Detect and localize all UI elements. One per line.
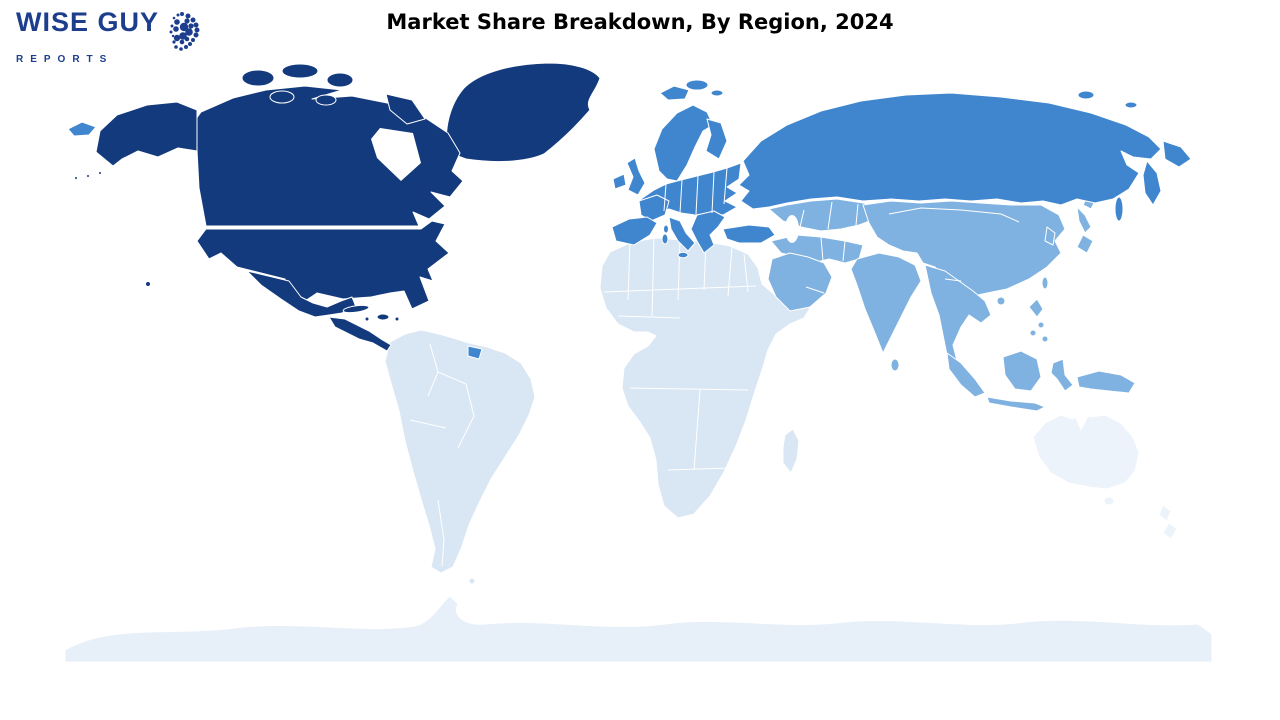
- sardinia: [661, 233, 669, 245]
- antarctica: [64, 595, 1213, 663]
- region-south-america: [384, 329, 536, 585]
- logo-wordmark: WISE GUY: [16, 7, 160, 37]
- madagascar: [782, 428, 800, 474]
- taiwan: [1041, 276, 1049, 290]
- hainan: [996, 296, 1006, 306]
- arctic-island: [281, 63, 319, 79]
- greenland: [445, 62, 601, 163]
- korea: [1044, 226, 1056, 246]
- kamchatka: [1142, 160, 1162, 206]
- south-america: [384, 329, 536, 574]
- canada: [190, 85, 464, 227]
- region-oceania: [1032, 412, 1178, 540]
- wise-guy-reports-logo: WISE GUY REPORTS: [16, 7, 204, 65]
- java: [986, 396, 1046, 412]
- baltic-sea: [688, 158, 708, 174]
- logo-subtext: REPORTS: [16, 54, 114, 65]
- great-britain: [626, 157, 646, 196]
- finland: [705, 118, 728, 160]
- new-siberian-islands: [1077, 90, 1095, 100]
- french-guiana: [467, 345, 483, 360]
- wrangel-island: [1124, 101, 1138, 109]
- cuba: [342, 304, 370, 314]
- baffin-island: [385, 93, 426, 125]
- arctic-island: [269, 90, 295, 104]
- sri-lanka: [890, 358, 900, 372]
- region-africa: [599, 237, 811, 519]
- puerto-rico: [394, 316, 400, 322]
- new-zealand-north: [1158, 504, 1172, 522]
- hudson-bay: [371, 128, 421, 181]
- sulawesi: [1050, 358, 1074, 392]
- arctic-island: [326, 72, 354, 88]
- region-north-america: [74, 62, 601, 352]
- jamaica: [364, 316, 370, 322]
- alaska: [95, 101, 198, 167]
- sumatra: [946, 352, 986, 398]
- southeast-asia-mainland: [924, 264, 992, 376]
- philippines-island: [1029, 329, 1037, 337]
- falkland-islands: [468, 577, 476, 585]
- hispaniola: [376, 313, 390, 321]
- arctic-island: [315, 94, 337, 106]
- arctic-island: [241, 69, 275, 87]
- hawaii: [145, 281, 151, 287]
- philippines-island: [1037, 321, 1045, 329]
- ireland: [612, 173, 627, 190]
- region-asia-pacific: [767, 196, 1136, 412]
- philippines-luzon: [1028, 298, 1044, 318]
- france: [638, 194, 670, 222]
- japan-honshu: [1076, 206, 1092, 234]
- japan-kyushu: [1076, 234, 1094, 254]
- italy: [668, 216, 696, 252]
- borneo: [1002, 350, 1042, 392]
- asia-country-borders: [799, 201, 1020, 294]
- chukotka-west-fragment: [67, 121, 97, 137]
- region-antarctica: [64, 595, 1213, 663]
- caspian-sea: [785, 215, 799, 243]
- arabian-peninsula: [767, 252, 833, 312]
- central-america: [328, 316, 392, 352]
- aleutian-island: [98, 171, 102, 175]
- iceland: [659, 85, 690, 101]
- india: [850, 252, 922, 354]
- svalbard: [685, 79, 709, 91]
- russia: [738, 92, 1162, 210]
- black-sea: [724, 216, 750, 226]
- region-europe: [67, 79, 1192, 360]
- chart-title: Market Share Breakdown, By Region, 2024: [386, 10, 894, 34]
- new-guinea: [1076, 370, 1136, 394]
- iberia: [611, 216, 658, 246]
- logo-head-dots-icon: [169, 12, 200, 51]
- aleutian-island: [74, 176, 78, 180]
- aleutian-island: [86, 174, 90, 178]
- africa-country-borders: [603, 237, 757, 471]
- south-america-country-borders: [409, 343, 475, 567]
- usa: [196, 220, 450, 310]
- sicily: [677, 251, 689, 259]
- australia: [1032, 412, 1140, 490]
- balkans-greece: [690, 210, 726, 254]
- gulf-of-carpentaria: [1073, 413, 1089, 431]
- europe-country-borders: [663, 167, 728, 215]
- philippines-island: [1041, 335, 1049, 343]
- tasmania: [1103, 496, 1115, 506]
- turkey: [722, 224, 776, 244]
- new-zealand-south: [1162, 522, 1178, 540]
- china-mongolia: [862, 200, 1066, 298]
- corsica: [663, 224, 669, 234]
- sakhalin: [1114, 196, 1124, 222]
- novaya-zemlya: [710, 89, 724, 97]
- chukotka: [1162, 140, 1192, 168]
